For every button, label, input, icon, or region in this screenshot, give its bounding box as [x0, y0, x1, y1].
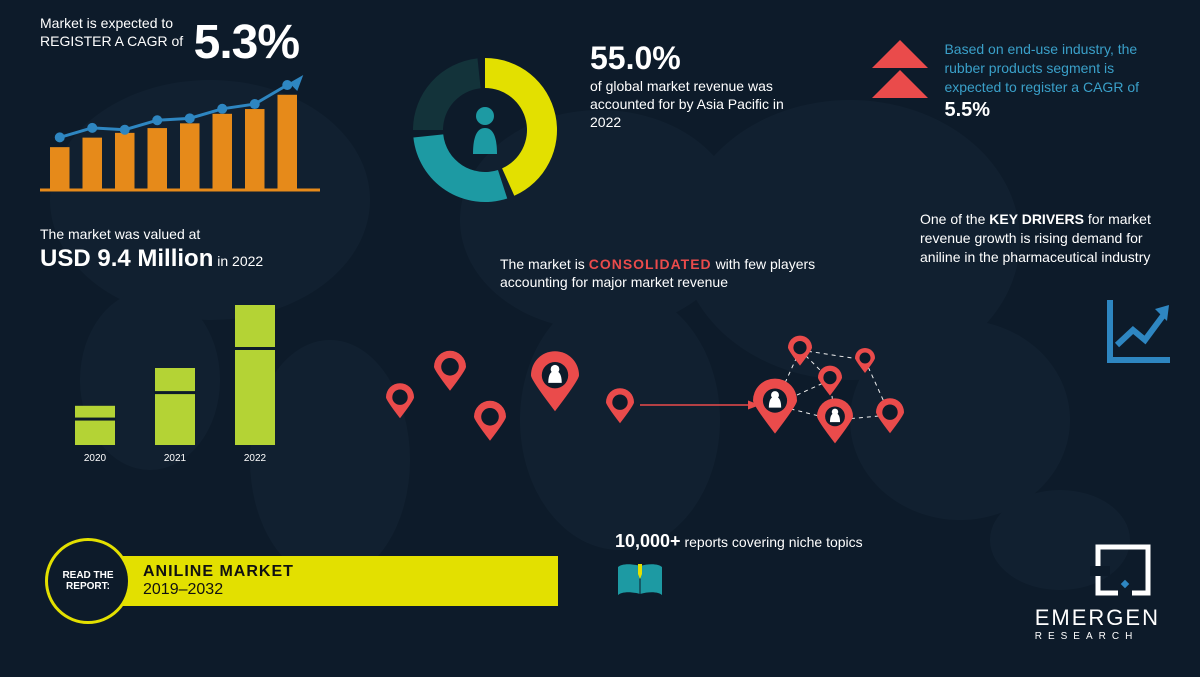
book-icon [615, 561, 875, 605]
rubber-cagr-block: Based on end-use industry, the rubber pr… [870, 40, 1170, 125]
drivers-pre: One of the [920, 211, 985, 227]
cagr-headline: Market is expected to REGISTER a CAGR of… [40, 15, 360, 70]
donut-chart [395, 40, 575, 220]
logo-name: EMERGEN [1035, 605, 1160, 631]
stat55-value: 55.0% [590, 40, 790, 77]
read-report-circle: READ THE REPORT: [45, 538, 131, 624]
growth-chart-icon [1105, 295, 1175, 365]
market-pins-map [360, 310, 920, 490]
reports-text: reports covering niche topics [684, 534, 862, 550]
reports-count-block: 10,000+ reports covering niche topics [615, 530, 875, 606]
emergen-logo: EMERGEN RESEARCH [1035, 541, 1160, 642]
consol-hl: CONSOLIDATED [589, 256, 712, 272]
cagr-register: REGISTER a CAGR [40, 33, 168, 49]
svg-text:2021: 2021 [164, 453, 187, 464]
report-title-bar: ANILINE MARKET 2019–2032 [88, 556, 558, 606]
key-drivers-text: One of the KEY DRIVERS for market revenu… [920, 210, 1180, 267]
logo-sub: RESEARCH [1035, 631, 1160, 642]
stat55-text: of global market revenue was accounted f… [590, 77, 790, 132]
reports-count: 10,000+ [615, 531, 681, 551]
asia-pacific-stat: 55.0% of global market revenue was accou… [590, 40, 790, 132]
read-report-banner[interactable]: READ THE REPORT: ANILINE MARKET 2019–203… [45, 540, 575, 622]
valuation-value: USD 9.4 Million [40, 245, 213, 272]
valuation-prefix: The market was valued at [40, 226, 200, 242]
rubber-value: 5.5% [944, 99, 990, 121]
rubber-prefix: Based on end-use industry, the rubber pr… [944, 41, 1139, 95]
consolidated-text: The market is CONSOLIDATED with few play… [500, 255, 860, 291]
consol-pre: The market is [500, 256, 585, 272]
read-report-label: READ THE REPORT: [48, 570, 128, 593]
valuation-block: The market was valued at USD 9.4 Million… [40, 225, 300, 274]
cagr-prefix: Market is expected to [40, 15, 173, 31]
barline-chart [40, 70, 320, 200]
cagr-of: of [171, 33, 183, 49]
valuation-suffix: in 2022 [217, 253, 263, 269]
report-years: 2019–2032 [143, 581, 558, 599]
cagr-value: 5.3% [194, 15, 299, 70]
double-up-arrow-icon [870, 40, 940, 125]
svg-text:2020: 2020 [84, 453, 107, 464]
svg-text:2022: 2022 [244, 453, 267, 464]
report-title: ANILINE MARKET [143, 563, 558, 581]
valuation-bars: 2020 2021 2022 [65, 295, 325, 465]
drivers-bold: KEY DRIVERS [989, 211, 1084, 227]
